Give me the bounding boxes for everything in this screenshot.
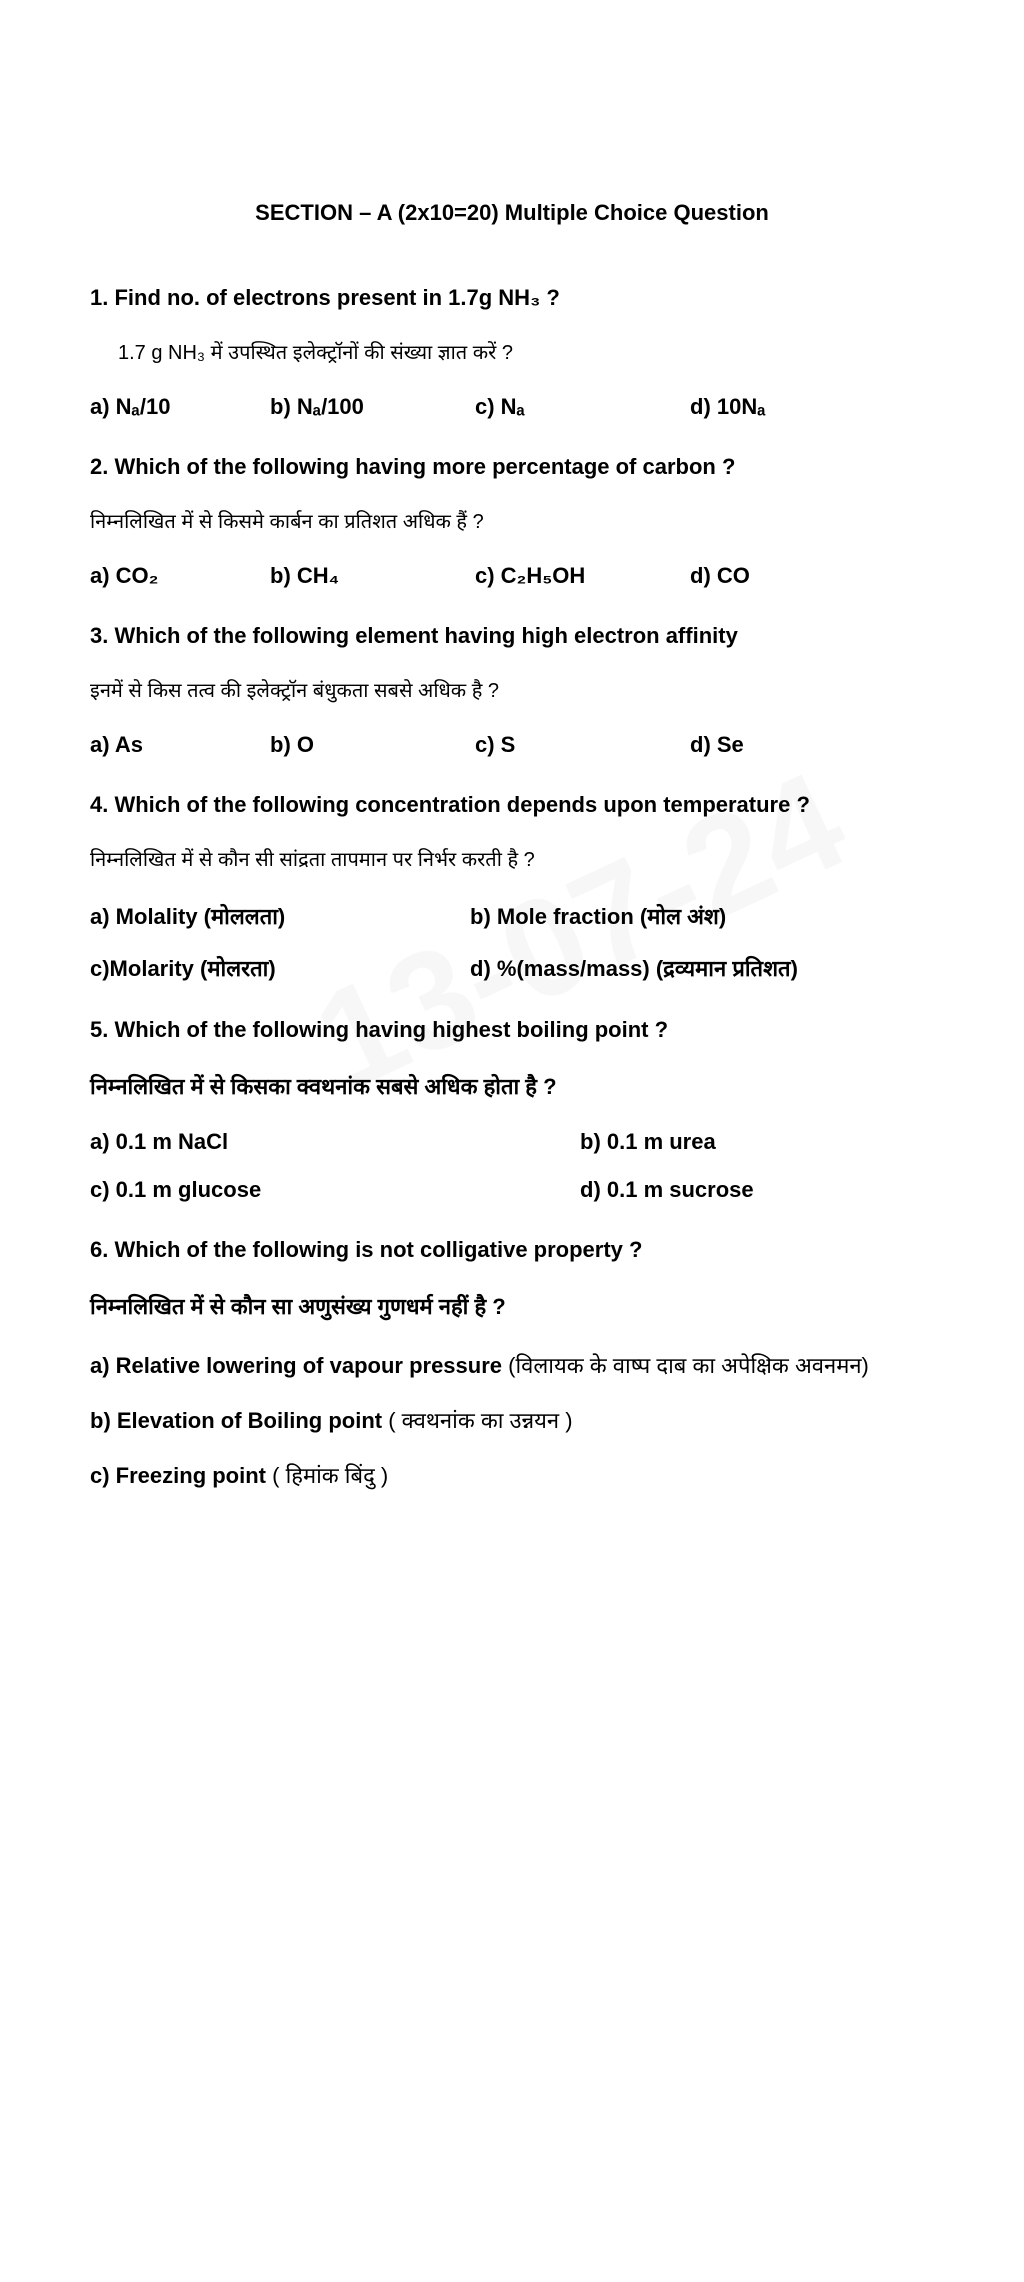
option-4a: a) Molality (मोललता): [90, 901, 470, 931]
question-2-en: 2. Which of the following having more pe…: [90, 450, 934, 483]
question-6: 6. Which of the following is not colliga…: [90, 1233, 934, 1492]
question-1: 1. Find no. of electrons present in 1.7g…: [90, 281, 934, 420]
question-5-options-row1: a) 0.1 m NaCl b) 0.1 m urea: [90, 1129, 934, 1155]
option-6a-hi: (विलायक के वाष्प दाब का अपेक्षिक अवनमन): [508, 1353, 869, 1378]
question-1-options: a) Nₐ/10 b) Nₐ/100 c) Nₐ d) 10Nₐ: [90, 394, 934, 420]
question-2-options: a) CO₂ b) CH₄ c) C₂H₅OH d) CO: [90, 563, 934, 589]
option-1a: a) Nₐ/10: [90, 394, 270, 420]
option-4b: b) Mole fraction (मोल अंश): [470, 901, 726, 931]
option-6c-en: c) Freezing point: [90, 1463, 272, 1488]
section-header: SECTION – A (2x10=20) Multiple Choice Qu…: [90, 200, 934, 226]
option-3c: c) S: [475, 732, 690, 758]
option-1d: d) 10Nₐ: [690, 394, 766, 420]
question-3: 3. Which of the following element having…: [90, 619, 934, 758]
question-5-options-row2: c) 0.1 m glucose d) 0.1 m sucrose: [90, 1177, 934, 1203]
question-1-en: 1. Find no. of electrons present in 1.7g…: [90, 281, 934, 314]
question-4-options-row2: c)Molarity (मोलरता) d) %(mass/mass) (द्र…: [90, 953, 934, 983]
question-1-hi: 1.7 g NH₃ में उपस्थित इलेक्ट्रॉनों की सं…: [90, 338, 934, 368]
option-6a-en: a) Relative lowering of vapour pressure: [90, 1353, 508, 1378]
option-4d: d) %(mass/mass) (द्रव्यमान प्रतिशत): [470, 953, 798, 983]
option-6b: b) Elevation of Boiling point ( क्वथनांक…: [90, 1404, 934, 1437]
option-3d: d) Se: [690, 732, 744, 758]
option-1b: b) Nₐ/100: [270, 394, 475, 420]
question-2-hi: निम्नलिखित में से किसमे कार्बन का प्रतिश…: [90, 507, 934, 537]
option-1c: c) Nₐ: [475, 394, 690, 420]
question-4-hi: निम्नलिखित में से कौन सी सांद्रता तापमान…: [90, 845, 934, 875]
question-5: 5. Which of the following having highest…: [90, 1013, 934, 1203]
option-2b: b) CH₄: [270, 563, 475, 589]
question-5-en: 5. Which of the following having highest…: [90, 1013, 934, 1046]
question-2: 2. Which of the following having more pe…: [90, 450, 934, 589]
option-2c: c) C₂H₅OH: [475, 563, 690, 589]
option-5b: b) 0.1 m urea: [580, 1129, 716, 1155]
option-6b-hi: ( क्वथनांक का उन्नयन ): [388, 1408, 572, 1433]
option-2a: a) CO₂: [90, 563, 270, 589]
option-3b: b) O: [270, 732, 475, 758]
question-6-en: 6. Which of the following is not colliga…: [90, 1233, 934, 1266]
question-3-hi: इनमें से किस तत्व की इलेक्ट्रॉन बंधुकता …: [90, 676, 934, 706]
option-6a: a) Relative lowering of vapour pressure …: [90, 1349, 934, 1382]
option-5a: a) 0.1 m NaCl: [90, 1129, 580, 1155]
question-4: 4. Which of the following concentration …: [90, 788, 934, 983]
option-6b-en: b) Elevation of Boiling point: [90, 1408, 388, 1433]
option-4c: c)Molarity (मोलरता): [90, 953, 470, 983]
option-5d: d) 0.1 m sucrose: [580, 1177, 754, 1203]
question-4-en: 4. Which of the following concentration …: [90, 788, 934, 821]
option-3a: a) As: [90, 732, 270, 758]
question-3-en: 3. Which of the following element having…: [90, 619, 934, 652]
question-6-hi: निम्नलिखित में से कौन सा अणुसंख्य गुणधर्…: [90, 1290, 934, 1323]
question-4-options-row1: a) Molality (मोललता) b) Mole fraction (म…: [90, 901, 934, 931]
option-6c-hi: ( हिमांक बिंदु ): [272, 1463, 388, 1488]
option-5c: c) 0.1 m glucose: [90, 1177, 580, 1203]
question-3-options: a) As b) O c) S d) Se: [90, 732, 934, 758]
question-5-hi: निम्नलिखित में से किसका क्वथनांक सबसे अध…: [90, 1070, 934, 1103]
document-content: SECTION – A (2x10=20) Multiple Choice Qu…: [90, 200, 934, 1492]
option-6c: c) Freezing point ( हिमांक बिंदु ): [90, 1459, 934, 1492]
option-2d: d) CO: [690, 563, 750, 589]
